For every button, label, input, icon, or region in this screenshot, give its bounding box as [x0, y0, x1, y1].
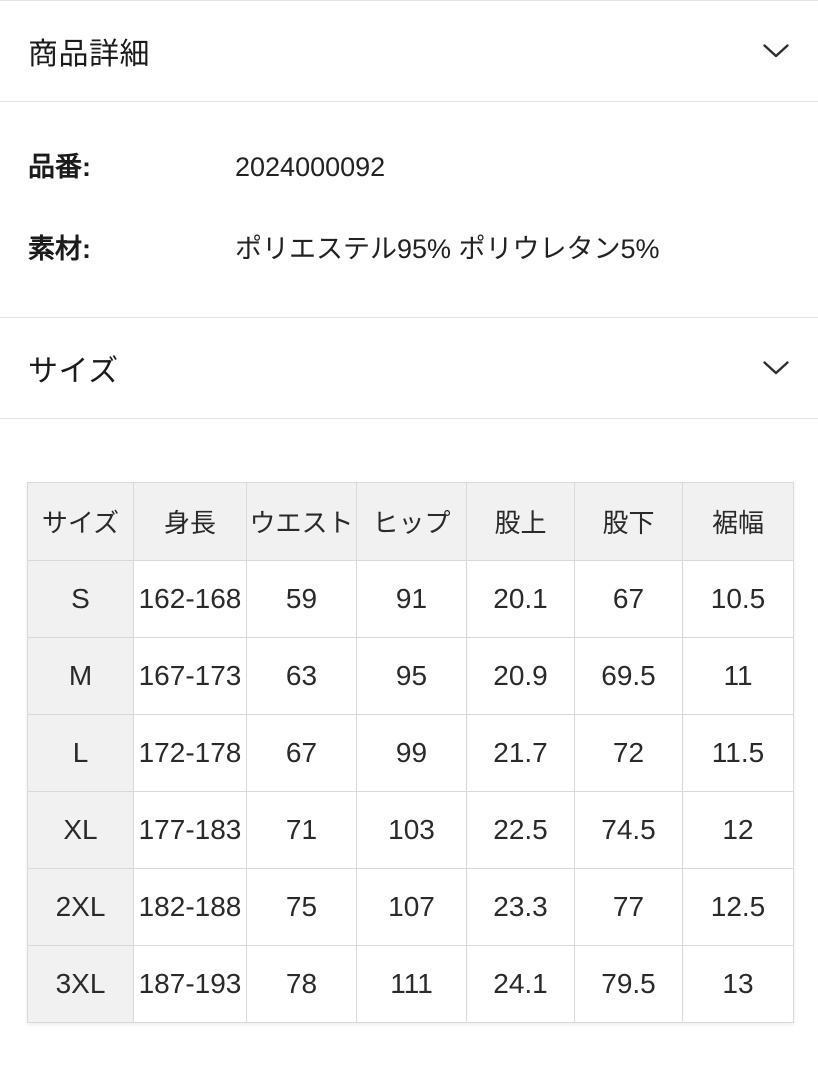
product-info-block: 品番: 2024000092 素材: ポリエステル95% ポリウレタン5% — [0, 102, 818, 317]
size-table-col-header: 身長 — [133, 482, 247, 561]
size-table: サイズ 身長 ウエスト ヒップ 股上 股下 裾幅 S 162-168 59 91 20.1 67 10.… — [27, 482, 794, 1023]
measurement-cell: 95 — [356, 637, 467, 715]
table-row: S 162-168 59 91 20.1 67 10.5 — [27, 560, 794, 638]
size-table-col-header: 股上 — [466, 482, 575, 561]
product-number-label: 品番: — [28, 152, 91, 182]
measurement-cell: 78 — [246, 945, 357, 1023]
measurement-cell: 177-183 — [133, 791, 247, 869]
material-row: 素材: ポリエステル95% ポリウレタン5% — [28, 232, 790, 266]
material-value: ポリエステル95% ポリウレタン5% — [235, 234, 660, 264]
measurement-cell: 91 — [356, 560, 467, 638]
size-accordion[interactable]: サイズ — [0, 317, 818, 419]
size-section-title: サイズ — [28, 355, 119, 388]
measurement-cell: 79.5 — [574, 945, 683, 1023]
size-table-col-header: サイズ — [27, 482, 134, 561]
measurement-cell: 23.3 — [466, 868, 575, 946]
measurement-cell: 12.5 — [682, 868, 794, 946]
size-label-cell: XL — [27, 791, 134, 869]
size-table-container: サイズ 身長 ウエスト ヒップ 股上 股下 裾幅 S 162-168 59 91 20.1 67 10.… — [27, 482, 794, 1023]
measurement-cell: 24.1 — [466, 945, 575, 1023]
measurement-cell: 20.1 — [466, 560, 575, 638]
size-table-col-header: ウエスト — [246, 482, 357, 561]
measurement-cell: 77 — [574, 868, 683, 946]
product-number-value: 2024000092 — [235, 152, 386, 182]
measurement-cell: 103 — [356, 791, 467, 869]
size-label-cell: M — [27, 637, 134, 715]
size-label-cell: 2XL — [27, 868, 134, 946]
table-row: M 167-173 63 95 20.9 69.5 11 — [27, 637, 794, 715]
measurement-cell: 59 — [246, 560, 357, 638]
product-details-title: 商品詳細 — [28, 38, 150, 71]
size-table-col-header: ヒップ — [356, 482, 467, 561]
measurement-cell: 107 — [356, 868, 467, 946]
chevron-down-icon — [762, 43, 790, 59]
size-label-cell: L — [27, 714, 134, 792]
measurement-cell: 63 — [246, 637, 357, 715]
measurement-cell: 12 — [682, 791, 794, 869]
material-label: 素材: — [28, 234, 91, 264]
table-row: L 172-178 67 99 21.7 72 11.5 — [27, 714, 794, 792]
measurement-cell: 99 — [356, 714, 467, 792]
measurement-cell: 13 — [682, 945, 794, 1023]
size-label-cell: 3XL — [27, 945, 134, 1023]
table-row: XL 177-183 71 103 22.5 74.5 12 — [27, 791, 794, 869]
measurement-cell: 162-168 — [133, 560, 247, 638]
measurement-cell: 22.5 — [466, 791, 575, 869]
measurement-cell: 67 — [574, 560, 683, 638]
measurement-cell: 75 — [246, 868, 357, 946]
product-number-row: 品番: 2024000092 — [28, 150, 790, 184]
measurement-cell: 11 — [682, 637, 794, 715]
measurement-cell: 69.5 — [574, 637, 683, 715]
measurement-cell: 182-188 — [133, 868, 247, 946]
measurement-cell: 74.5 — [574, 791, 683, 869]
measurement-cell: 10.5 — [682, 560, 794, 638]
measurement-cell: 187-193 — [133, 945, 247, 1023]
measurement-cell: 172-178 — [133, 714, 247, 792]
measurement-cell: 111 — [356, 945, 467, 1023]
measurement-cell: 71 — [246, 791, 357, 869]
size-table-col-header: 裾幅 — [682, 482, 794, 561]
size-table-body: S 162-168 59 91 20.1 67 10.5 M 167-173 63 95 20.9 69… — [27, 560, 794, 1023]
size-table-col-header: 股下 — [574, 482, 683, 561]
chevron-down-icon — [762, 360, 790, 376]
measurement-cell: 20.9 — [466, 637, 575, 715]
table-row: 2XL 182-188 75 107 23.3 77 12.5 — [27, 868, 794, 946]
measurement-cell: 167-173 — [133, 637, 247, 715]
product-details-accordion[interactable]: 商品詳細 — [0, 0, 818, 102]
measurement-cell: 67 — [246, 714, 357, 792]
measurement-cell: 21.7 — [466, 714, 575, 792]
size-label-cell: S — [27, 560, 134, 638]
size-table-header-row: サイズ 身長 ウエスト ヒップ 股上 股下 裾幅 — [27, 482, 794, 561]
measurement-cell: 72 — [574, 714, 683, 792]
measurement-cell: 11.5 — [682, 714, 794, 792]
table-row: 3XL 187-193 78 111 24.1 79.5 13 — [27, 945, 794, 1023]
